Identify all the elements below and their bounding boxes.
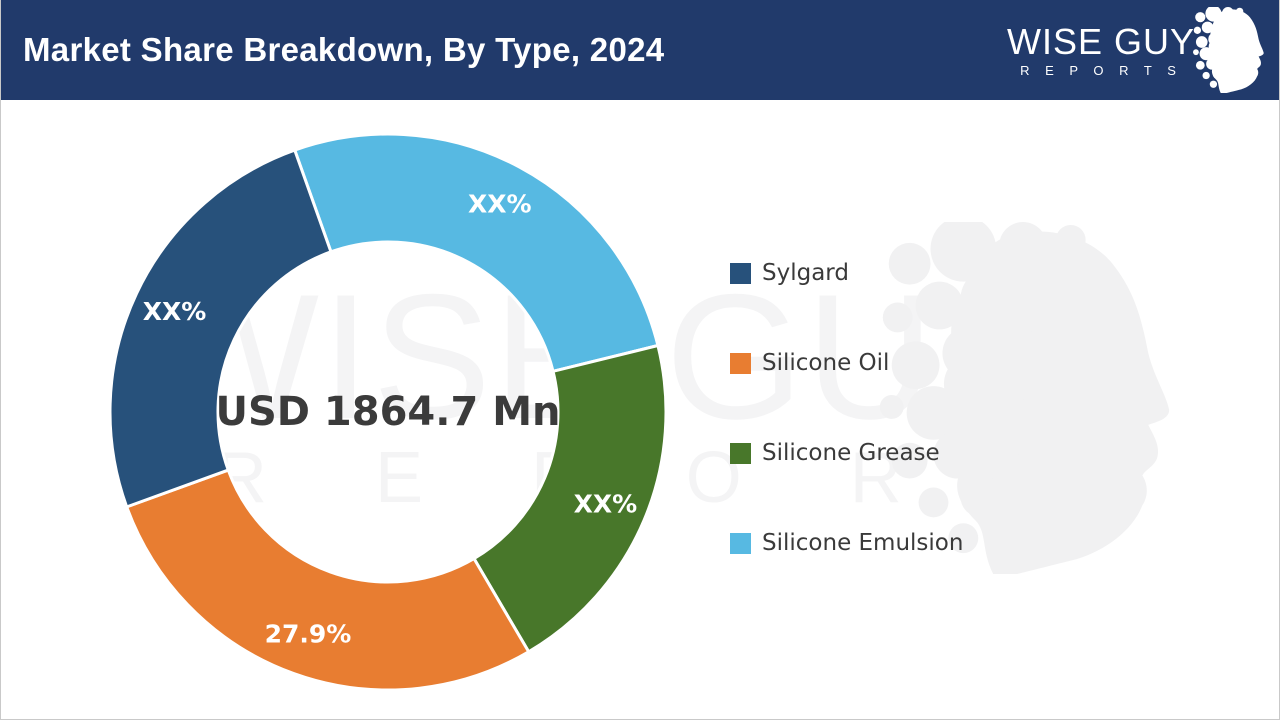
legend-label: Silicone Grease	[762, 440, 940, 466]
page-title: Market Share Breakdown, By Type, 2024	[23, 31, 665, 68]
donut-segment-silicone-oil	[125, 468, 531, 692]
segment-label-sylgard: XX%	[143, 297, 207, 326]
logo-reports-text: R E P O R T S	[1020, 62, 1182, 78]
legend-item-silicone-grease: Silicone Grease	[730, 440, 963, 466]
segment-label-silicone-oil: 27.9%	[265, 620, 352, 649]
legend-item-silicone-oil: Silicone Oil	[730, 350, 963, 376]
legend-label: Silicone Oil	[762, 350, 890, 376]
donut-segment-sylgard	[108, 148, 333, 509]
legend-swatch-silicone-oil	[730, 352, 751, 374]
segment-label-silicone-emulsion: XX%	[468, 190, 532, 219]
header-bar: Market Share Breakdown, By Type, 2024 WI…	[1, 0, 1279, 100]
legend-item-silicone-emulsion: Silicone Emulsion	[730, 530, 963, 556]
wise-guy-reports-logo: WISE GUY R E P O R T S	[1007, 7, 1265, 93]
donut-segment-silicone-emulsion	[293, 132, 660, 373]
center-value-label: USD 1864.7 Mn	[216, 389, 561, 435]
donut-segment-silicone-grease	[472, 344, 668, 654]
chart-legend: Sylgard Silicone Oil Silicone Grease Sil…	[730, 260, 963, 620]
logo-text: WISE GUY R E P O R T S	[1006, 20, 1195, 78]
legend-swatch-silicone-grease	[730, 442, 751, 464]
logo-wordmark: WISE GUY	[1006, 20, 1195, 62]
legend-label: Silicone Emulsion	[762, 530, 964, 556]
legend-item-sylgard: Sylgard	[730, 260, 963, 286]
logo-head-icon	[1193, 7, 1264, 93]
legend-label: Sylgard	[762, 260, 849, 286]
legend-swatch-silicone-emulsion	[730, 532, 751, 554]
legend-swatch-sylgard	[730, 262, 751, 284]
segment-label-silicone-grease: XX%	[574, 489, 638, 518]
